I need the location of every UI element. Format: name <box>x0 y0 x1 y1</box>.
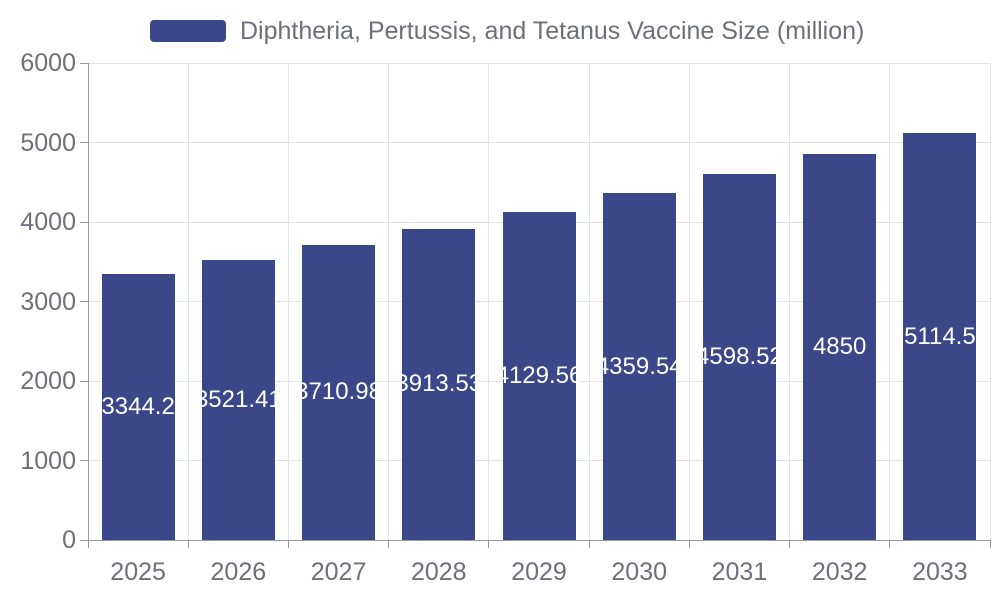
gridline-vertical <box>388 63 390 540</box>
bar[interactable] <box>803 154 877 540</box>
x-axis-tick <box>488 540 490 548</box>
x-axis-tick <box>789 540 791 548</box>
x-axis-label: 2032 <box>811 558 868 586</box>
gridline-vertical <box>488 63 490 540</box>
x-axis-label: 2025 <box>110 558 166 586</box>
x-axis-tick <box>187 540 189 548</box>
y-axis-label: 0 <box>62 526 76 554</box>
x-axis-line <box>88 539 990 541</box>
legend[interactable]: Diphtheria, Pertussis, and Tetanus Vacci… <box>150 17 864 45</box>
y-axis-tick <box>80 301 88 302</box>
x-axis-label: 2027 <box>310 558 367 586</box>
legend-swatch <box>150 20 226 42</box>
bar[interactable] <box>201 260 275 540</box>
x-axis-tick <box>989 540 991 548</box>
y-axis-label: 4000 <box>20 208 76 236</box>
bar[interactable] <box>903 133 977 540</box>
y-axis-tick <box>80 62 88 64</box>
bar[interactable] <box>502 211 576 540</box>
x-axis-label: 2031 <box>711 558 768 586</box>
bar[interactable] <box>402 228 476 540</box>
y-axis-tick <box>80 460 88 461</box>
gridline-vertical <box>789 63 791 540</box>
gridline-vertical <box>287 63 289 540</box>
y-axis-line <box>87 63 89 540</box>
x-axis-label: 2028 <box>410 558 467 586</box>
gridline-vertical <box>588 63 590 540</box>
y-axis-tick <box>80 142 88 143</box>
y-axis-tick <box>80 539 88 541</box>
x-axis-label: 2033 <box>912 558 968 586</box>
bar[interactable] <box>302 244 376 540</box>
bar[interactable] <box>602 193 676 540</box>
x-axis-tick <box>287 540 289 548</box>
x-axis-tick <box>889 540 891 548</box>
bar[interactable] <box>101 274 175 540</box>
gridline-vertical <box>989 63 991 540</box>
x-axis-label: 2026 <box>210 558 267 586</box>
x-axis-tick <box>87 540 89 548</box>
y-axis-tick <box>80 380 88 382</box>
gridline-vertical <box>889 63 891 540</box>
y-axis-tick <box>80 221 88 223</box>
y-axis-label: 1000 <box>20 446 76 475</box>
gridline-horizontal <box>88 142 990 143</box>
gridline-vertical <box>187 63 189 540</box>
legend-label: Diphtheria, Pertussis, and Tetanus Vacci… <box>240 17 865 45</box>
gridline-vertical <box>688 63 690 540</box>
y-axis-label: 6000 <box>20 49 76 77</box>
y-axis-label: 5000 <box>20 128 76 157</box>
bar[interactable] <box>702 174 776 540</box>
x-axis-tick <box>388 540 390 548</box>
x-axis-tick <box>588 540 590 548</box>
gridline-horizontal <box>88 62 990 64</box>
x-axis-tick <box>688 540 690 548</box>
y-axis-label: 2000 <box>20 367 76 395</box>
x-axis-label: 2030 <box>611 558 668 586</box>
y-axis-label: 3000 <box>20 287 76 316</box>
x-axis-label: 2029 <box>511 558 567 586</box>
